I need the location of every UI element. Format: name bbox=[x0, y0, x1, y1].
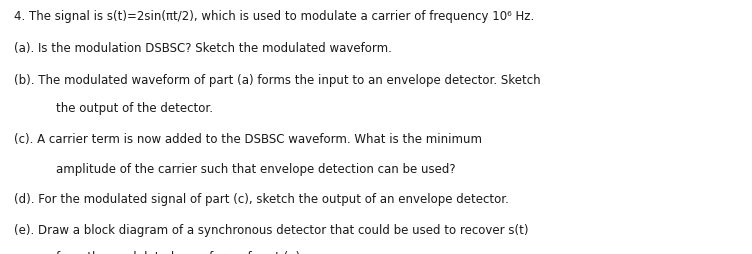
Text: (e). Draw a block diagram of a synchronous detector that could be used to recove: (e). Draw a block diagram of a synchrono… bbox=[14, 224, 528, 236]
Text: amplitude of the carrier such that envelope detection can be used?: amplitude of the carrier such that envel… bbox=[56, 163, 456, 176]
Text: (c). A carrier term is now added to the DSBSC waveform. What is the minimum: (c). A carrier term is now added to the … bbox=[14, 133, 481, 146]
Text: the output of the detector.: the output of the detector. bbox=[56, 102, 214, 115]
Text: (d). For the modulated signal of part (c), sketch the output of an envelope dete: (d). For the modulated signal of part (c… bbox=[14, 193, 508, 206]
Text: 4. The signal is s(t)=2sin(πt/2), which is used to modulate a carrier of frequen: 4. The signal is s(t)=2sin(πt/2), which … bbox=[14, 10, 534, 23]
Text: from the modulated waveform of part (a).: from the modulated waveform of part (a). bbox=[56, 251, 305, 254]
Text: (b). The modulated waveform of part (a) forms the input to an envelope detector.: (b). The modulated waveform of part (a) … bbox=[14, 74, 540, 87]
Text: (a). Is the modulation DSBSC? Sketch the modulated waveform.: (a). Is the modulation DSBSC? Sketch the… bbox=[14, 42, 391, 55]
